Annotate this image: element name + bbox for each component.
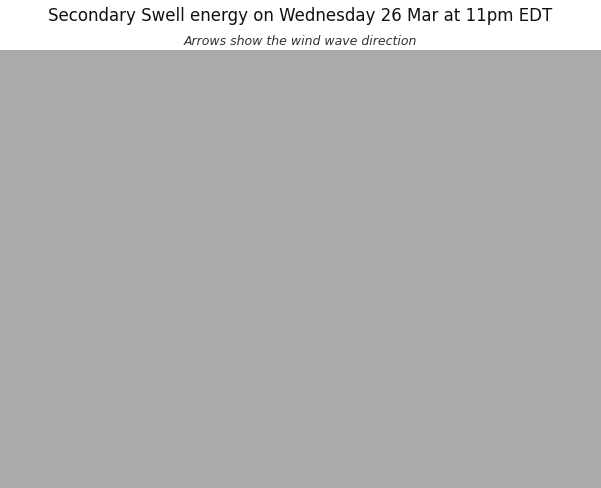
Text: Arrows show the wind wave direction: Arrows show the wind wave direction	[184, 35, 417, 47]
Text: Secondary Swell energy on Wednesday 26 Mar at 11pm EDT: Secondary Swell energy on Wednesday 26 M…	[48, 7, 553, 25]
